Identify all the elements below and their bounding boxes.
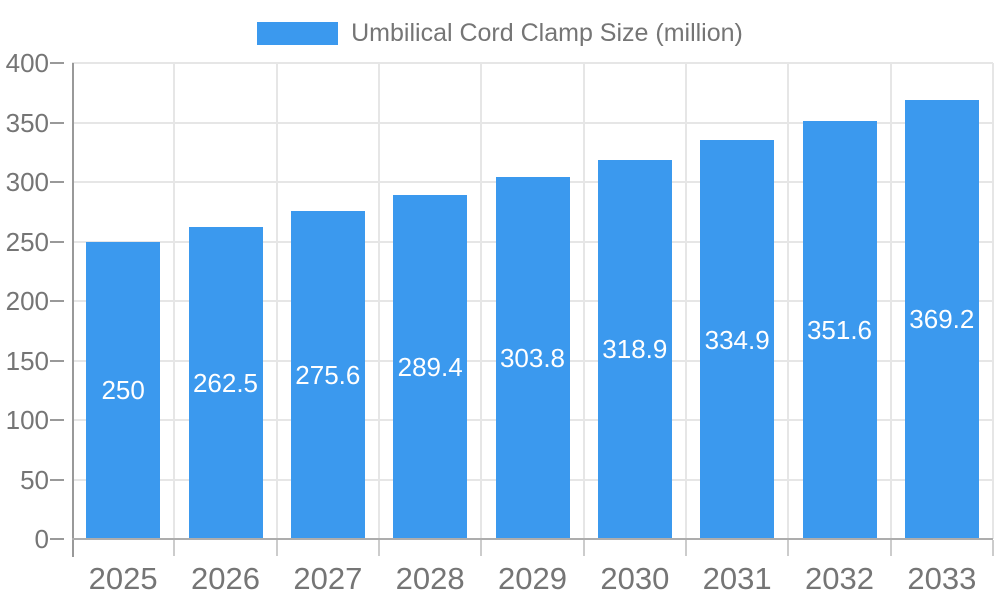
bar[interactable] [393, 194, 468, 539]
gridline-vertical [275, 63, 278, 539]
x-axis-tick [173, 540, 176, 556]
bar-value-label: 369.2 [909, 304, 975, 335]
y-axis-tick [50, 181, 64, 183]
x-axis-label: 2030 [600, 561, 670, 596]
y-axis-label: 250 [5, 226, 49, 257]
y-axis-label: 50 [20, 464, 49, 495]
gridline-vertical [787, 63, 790, 539]
bar-value-label: 318.9 [602, 334, 668, 365]
y-axis-tick [50, 359, 64, 362]
x-axis-label: 2029 [498, 561, 567, 596]
y-axis-label: 300 [5, 167, 49, 197]
x-axis-tick [275, 540, 278, 556]
x-axis-label: 2032 [805, 561, 874, 596]
y-axis-label: 150 [5, 345, 49, 376]
y-axis-tick [50, 240, 64, 243]
bar[interactable] [597, 159, 672, 539]
x-axis-tick [685, 540, 687, 556]
bar-value-label: 250 [101, 375, 145, 406]
bar-value-label: 289.4 [397, 351, 463, 382]
gridline-vertical [685, 63, 687, 539]
legend-series-label: Umbilical Cord Clamp Size (million) [351, 19, 743, 47]
gridline-vertical [378, 63, 380, 539]
gridline-vertical [992, 63, 994, 539]
bar-value-label: 351.6 [806, 314, 873, 345]
y-axis-tick [50, 419, 64, 421]
y-axis-tick [50, 478, 64, 481]
x-axis-tick [480, 540, 483, 556]
y-axis-label: 0 [34, 524, 49, 554]
bar[interactable] [700, 140, 775, 539]
legend-swatch [257, 22, 339, 45]
y-axis-label: 100 [5, 405, 49, 435]
gridline-horizontal [72, 121, 993, 124]
x-axis-tick [992, 540, 994, 556]
y-axis-label: 200 [5, 286, 49, 316]
y-axis-tick [50, 121, 64, 124]
bar[interactable] [188, 226, 263, 539]
gridline-vertical [173, 63, 176, 539]
bar[interactable] [86, 241, 161, 539]
bar[interactable] [802, 120, 877, 539]
x-axis-tick [378, 540, 380, 556]
x-axis-label: 2031 [702, 561, 772, 596]
legend[interactable]: Umbilical Cord Clamp Size (million) [0, 19, 1000, 48]
x-axis-tick [889, 540, 892, 556]
y-axis-tick [50, 300, 64, 302]
bar-value-label: 334.9 [704, 324, 770, 355]
x-axis-label: 2027 [293, 561, 363, 596]
gridline-vertical [582, 63, 585, 539]
x-axis-label: 2028 [395, 561, 465, 596]
gridline-vertical [889, 63, 892, 539]
gridline-vertical [480, 63, 483, 539]
x-axis-tick [787, 540, 790, 556]
bar-value-label: 275.6 [295, 360, 361, 391]
x-axis-label: 2033 [907, 561, 977, 596]
bar[interactable] [904, 99, 979, 539]
bar[interactable] [290, 211, 365, 539]
x-axis-tick [582, 540, 585, 556]
y-axis-label: 350 [5, 107, 49, 138]
y-axis-tick [50, 538, 64, 540]
x-axis-baseline [72, 538, 993, 540]
y-axis-label: 400 [5, 48, 49, 78]
y-axis-tick [50, 62, 64, 64]
x-axis-label: 2026 [191, 561, 260, 596]
bar-value-label: 262.5 [192, 367, 259, 398]
x-axis-label: 2025 [88, 561, 158, 596]
y-axis-line [72, 63, 74, 557]
bar-value-label: 303.8 [499, 343, 566, 374]
gridline-horizontal [72, 62, 993, 64]
bar[interactable] [495, 177, 570, 539]
